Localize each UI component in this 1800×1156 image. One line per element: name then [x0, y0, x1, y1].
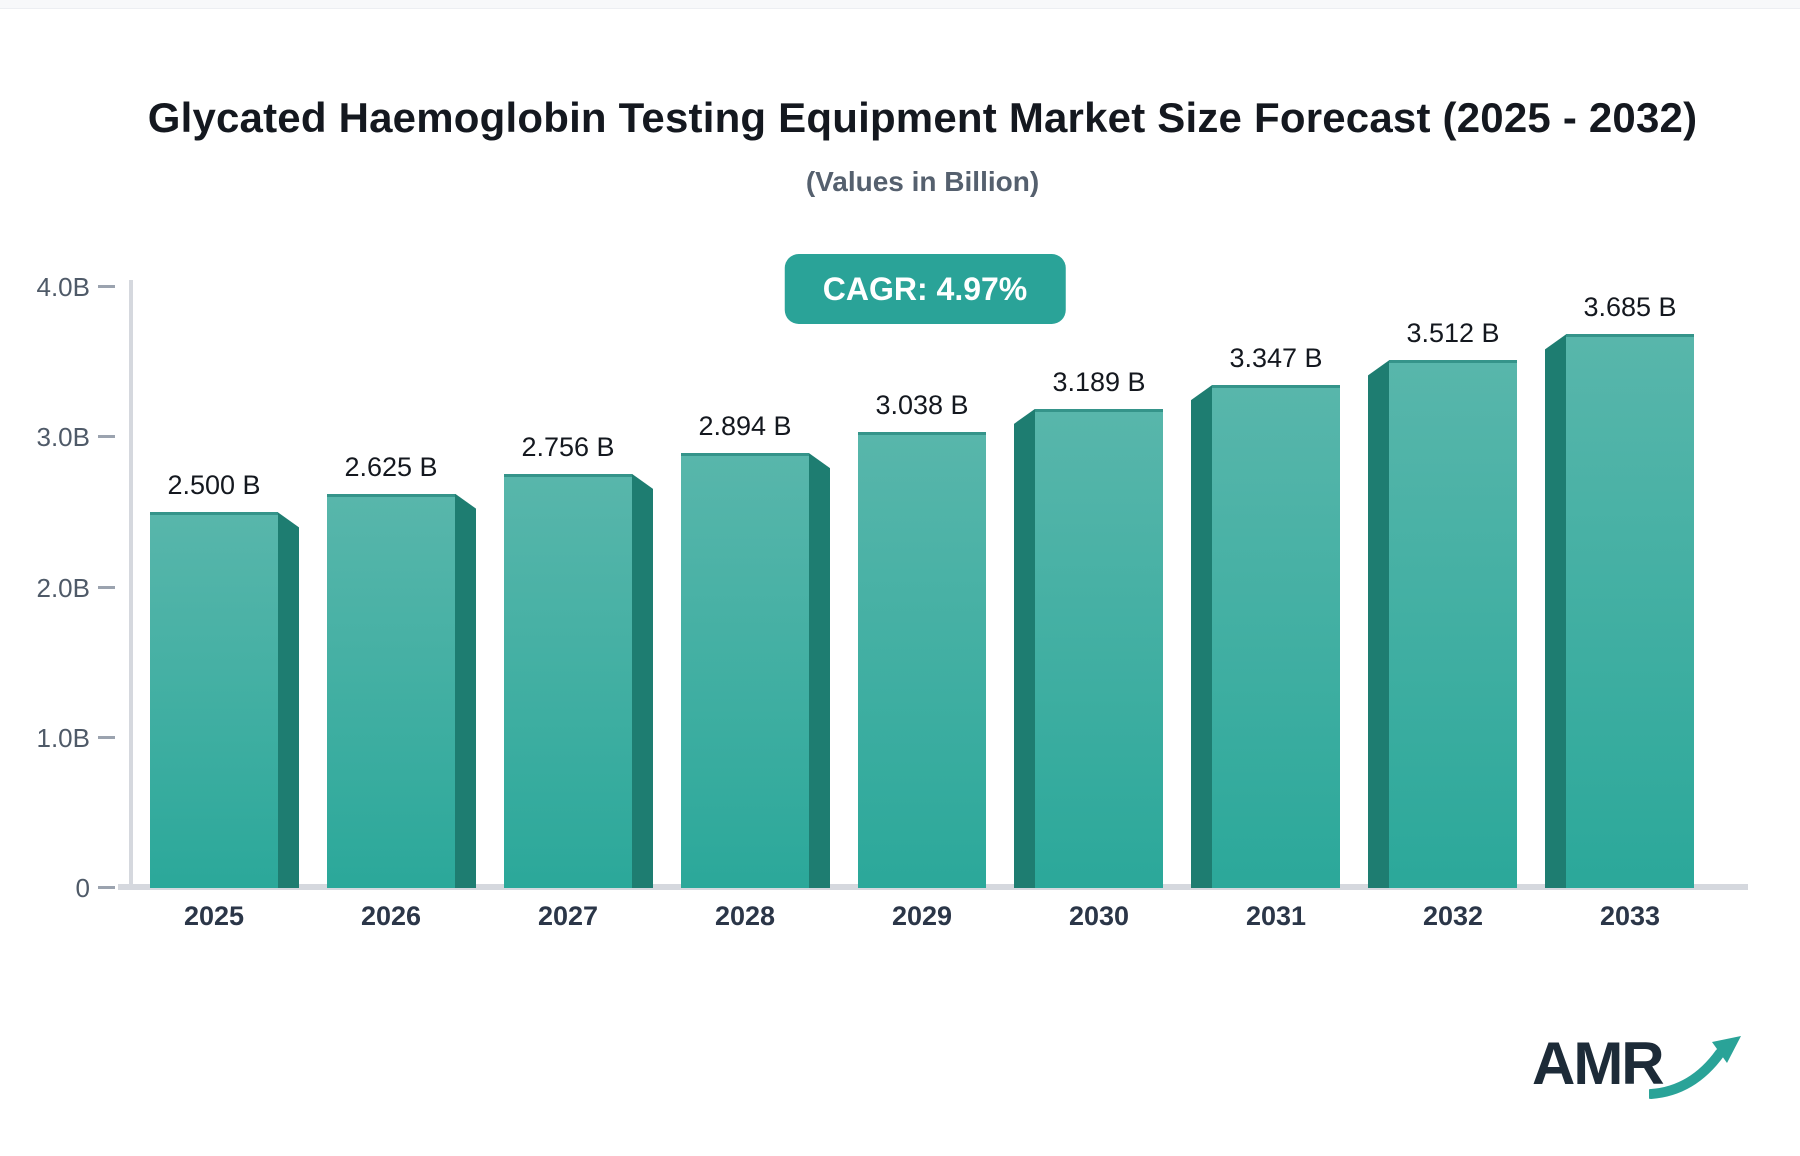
bar-value-label: 2.500 B — [167, 470, 261, 501]
bar-value-label: 3.038 B — [875, 389, 969, 420]
y-axis-tick — [98, 735, 115, 739]
bar-side-face-2027 — [632, 473, 653, 888]
y-axis-line — [129, 280, 133, 888]
amr-logo: AMR — [1532, 1032, 1749, 1100]
bar-value-label: 3.347 B — [1229, 343, 1323, 374]
bar-value-label: 2.894 B — [698, 411, 792, 442]
bar-side-face-2032 — [1368, 360, 1389, 888]
bar-2032 — [1389, 360, 1517, 888]
bar-value-label: 3.189 B — [1052, 366, 1146, 397]
x-axis-category-label: 2032 — [1422, 901, 1484, 931]
bar-side-face-2025 — [278, 512, 299, 888]
y-axis-tick — [98, 285, 115, 288]
bar-2031 — [1212, 385, 1340, 888]
bar-2033 — [1566, 334, 1694, 888]
bar-side-face-2033 — [1545, 334, 1566, 888]
cagr-badge-label: CAGR: 4.97% — [822, 271, 1028, 307]
bar-value-label: 2.756 B — [521, 431, 615, 462]
top-strip — [0, 0, 1800, 9]
chart-title: Glycated Haemoglobin Testing Equipment M… — [147, 94, 1698, 141]
y-axis-tick-label: 2.0B — [36, 572, 91, 603]
x-axis-category-label: 2025 — [183, 901, 245, 931]
x-axis-category-label: 2031 — [1245, 901, 1307, 931]
x-axis-category-label: 2027 — [537, 901, 599, 931]
y-axis-tick — [98, 585, 115, 589]
y-axis-tick — [98, 435, 115, 439]
bar-2025 — [150, 512, 278, 888]
trend-arrow-icon — [1648, 1036, 1741, 1099]
y-axis-tick-label: 3.0B — [36, 422, 91, 453]
bar-side-face-2026 — [455, 493, 476, 888]
x-axis-category-label: 2029 — [891, 901, 953, 931]
bar-2028 — [681, 453, 809, 888]
bar-side-face-2030 — [1014, 408, 1035, 888]
y-axis-tick — [98, 886, 115, 889]
x-axis-category-label: 2033 — [1599, 901, 1661, 931]
y-axis-tick-label: 0 — [75, 873, 90, 903]
bar-2026 — [327, 493, 455, 888]
bar-value-label: 3.512 B — [1406, 318, 1500, 349]
bar-2030 — [1035, 408, 1163, 888]
y-axis-tick-label: 4.0B — [36, 272, 91, 302]
x-axis-category-label: 2028 — [714, 901, 776, 931]
amr-logo-text: AMR — [1532, 1030, 1665, 1097]
y-axis-tick-label: 1.0B — [36, 722, 91, 753]
cagr-badge: CAGR: 4.97% — [784, 254, 1066, 324]
bar-2029 — [858, 431, 986, 888]
bar-side-face-2028 — [809, 453, 830, 888]
bar-side-face-2031 — [1191, 385, 1212, 888]
chart-subtitle: (Values in Billion) — [805, 166, 1040, 197]
bar-2027 — [504, 473, 632, 888]
x-axis-category-label: 2026 — [360, 901, 422, 931]
bar-value-label: 3.685 B — [1583, 292, 1677, 323]
bar-value-label: 2.625 B — [344, 451, 438, 482]
x-axis-category-label: 2030 — [1068, 901, 1130, 931]
